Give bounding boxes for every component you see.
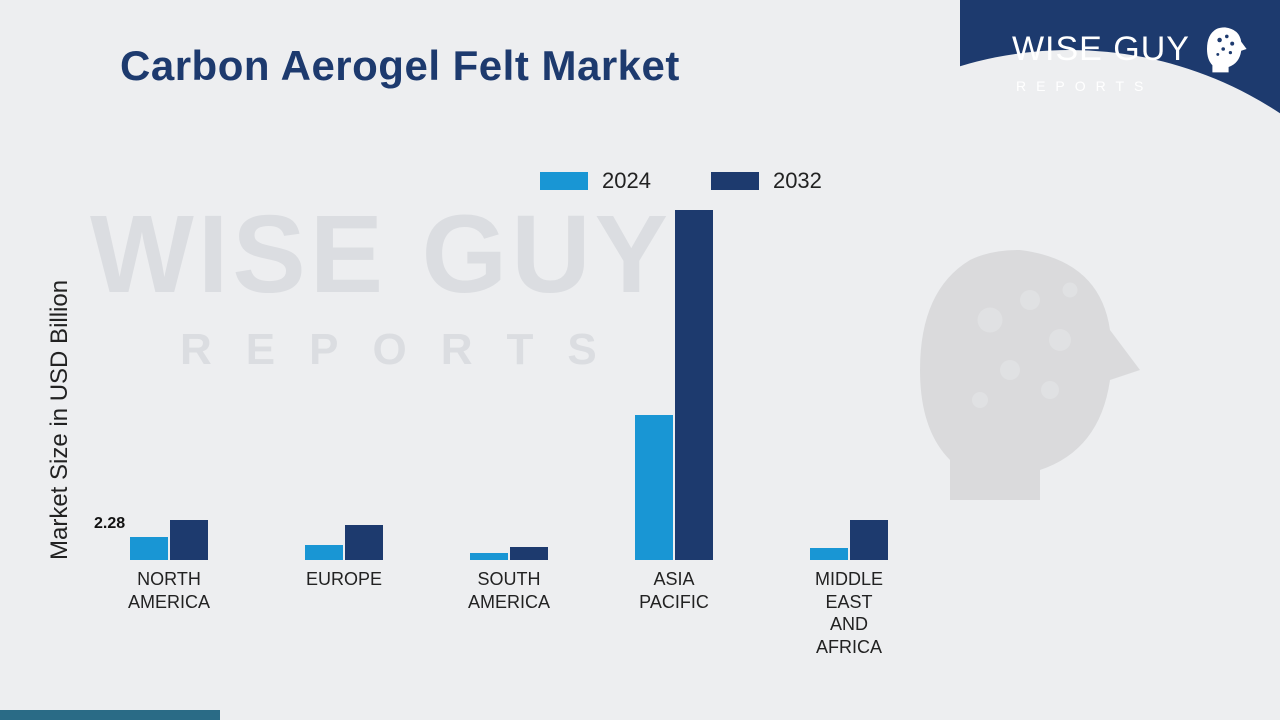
chart-title: Carbon Aerogel Felt Market [120,42,680,90]
bar [810,548,848,560]
legend-item: 2032 [711,168,822,194]
legend-item: 2024 [540,168,651,194]
legend-swatch [711,172,759,190]
bar [170,520,208,560]
brand-logo-main: WISE GUY [1012,22,1252,76]
bar-group [130,520,208,560]
bar-group [305,525,383,560]
legend-label: 2024 [602,168,651,194]
page: Carbon Aerogel Felt Market WISE GUY REPO… [0,0,1280,720]
bar-group [810,520,888,560]
brand-logo: WISE GUY REPORTS [1012,22,1252,94]
bar [850,520,888,560]
bar [130,537,168,560]
bar [305,545,343,560]
x-axis-label: EUROPE [289,568,399,591]
bar [510,547,548,560]
bar [470,553,508,560]
x-axis-label: SOUTH AMERICA [454,568,564,613]
bar [345,525,383,560]
legend-swatch [540,172,588,190]
value-label: 2.28 [94,515,125,533]
brand-logo-sub: REPORTS [1012,78,1252,94]
legend-label: 2032 [773,168,822,194]
bar-group [470,547,548,560]
bar-chart [110,200,970,560]
brand-logo-text: WISE GUY [1012,30,1190,69]
bar [675,210,713,560]
legend: 2024 2032 [540,168,822,194]
y-axis-label: Market Size in USD Billion [46,280,74,560]
bottom-accent-bar [0,710,220,720]
head-icon [1198,22,1252,76]
bar-group [635,210,713,560]
x-axis-labels: NORTH AMERICA EUROPE SOUTH AMERICA ASIA PAC… [110,568,970,668]
x-axis-label: NORTH AMERICA [114,568,224,613]
x-axis-label: MIDDLE EAST AND AFRICA [794,568,904,658]
bar [635,415,673,560]
x-axis-label: ASIA PACIFIC [619,568,729,613]
